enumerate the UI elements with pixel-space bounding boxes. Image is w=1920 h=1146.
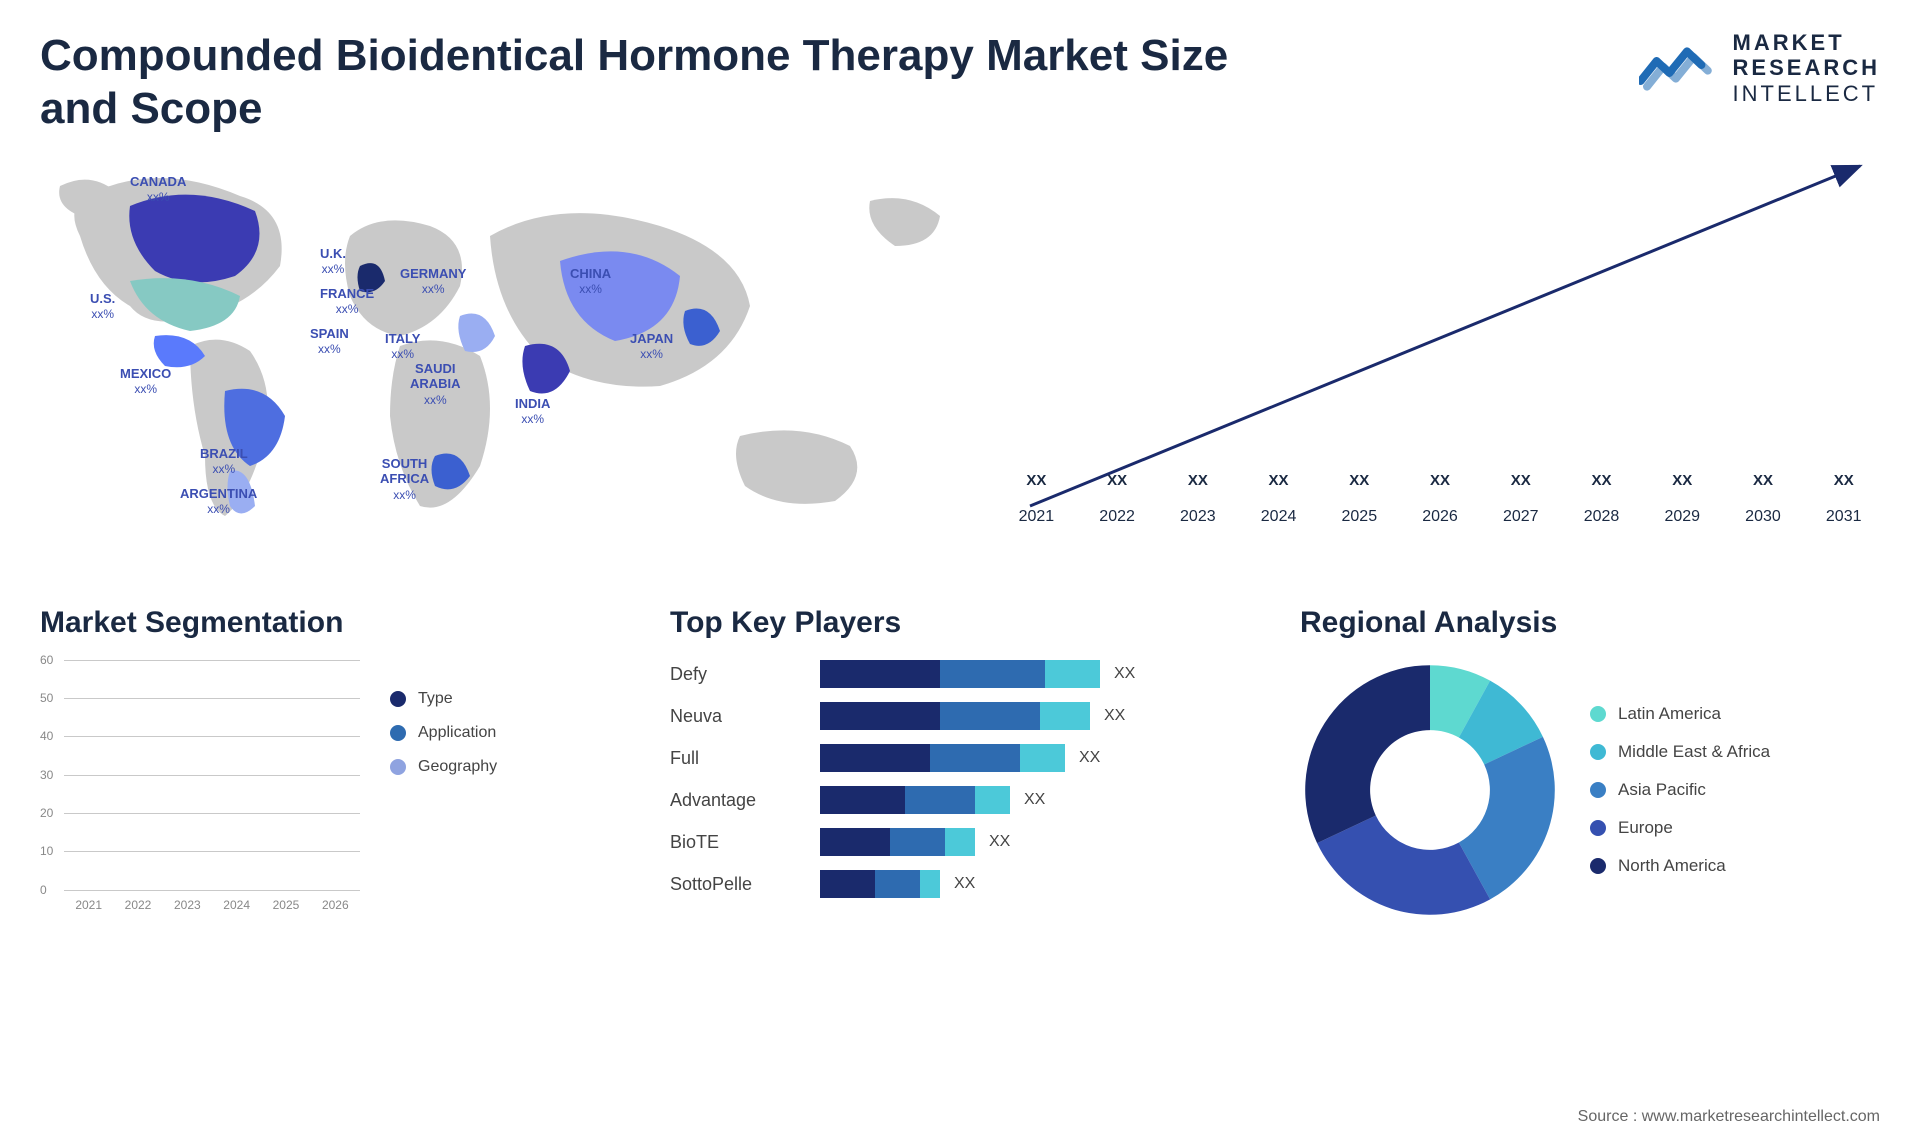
logo: MARKET RESEARCH INTELLECT [1639,30,1880,106]
main-bar-2024: XX2024 [1242,500,1315,526]
kp-labels: Defy Neuva Full Advantage BioTE SottoPelle [670,660,800,902]
segmentation-title: Market Segmentation [40,606,620,640]
logo-icon [1639,35,1719,100]
main-bar-2028: XX2028 [1565,500,1638,526]
kp-bars: XX XX XX XX XX XX [820,660,1250,902]
reg-legend-middle-east-africa: Middle East & Africa [1590,742,1770,762]
map-label-brazil: BRAZILxx% [200,446,248,477]
main-bar-2026: XX2026 [1404,500,1477,526]
main-bars: XX2021 XX2022 XX2023 XX2024 XX2025 XX2026 XX20… [1000,196,1880,526]
kp-bar-neuva: XX [820,702,1250,730]
world-map: CANADAxx% U.S.xx% MEXICOxx% BRAZILxx% ARGENT… [40,156,960,556]
kp-label-advantage: Advantage [670,790,800,818]
map-label-germany: GERMANYxx% [400,266,466,297]
seg-legend-application: Application [390,724,497,742]
segmentation-panel: Market Segmentation 0102030405060 202120… [40,606,620,920]
donut-slice-north-america [1305,665,1430,843]
map-svg [40,156,960,556]
logo-text: MARKET RESEARCH INTELLECT [1733,30,1880,106]
kp-label-neuva: Neuva [670,706,800,734]
source-attribution: Source : www.marketresearchintellect.com [1578,1108,1880,1126]
kp-bar-advantage: XX [820,786,1250,814]
seg-xlabels: 202120222023202420252026 [64,898,360,912]
segmentation-legend: Type Application Geography [390,660,497,920]
map-label-france: FRANCExx% [320,286,374,317]
reg-legend-north-america: North America [1590,856,1770,876]
main-bar-2023: XX2023 [1161,500,1234,526]
kp-bar-defy: XX [820,660,1250,688]
kp-bar-biote: XX [820,828,1250,856]
map-label-japan: JAPANxx% [630,331,673,362]
seg-legend-type: Type [390,690,497,708]
kp-label-sottopelle: SottoPelle [670,874,800,902]
header: Compounded Bioidentical Hormone Therapy … [40,30,1880,136]
main-bar-2030: XX2030 [1727,500,1800,526]
main-bar-2021: XX2021 [1000,500,1073,526]
map-label-south-africa: SOUTHAFRICAxx% [380,456,429,503]
kp-bar-full: XX [820,744,1250,772]
map-label-u-k-: U.K.xx% [320,246,346,277]
regional-legend: Latin America Middle East & Africa Asia Pa… [1590,704,1770,876]
map-label-india: INDIAxx% [515,396,550,427]
map-label-spain: SPAINxx% [310,326,349,357]
reg-legend-europe: Europe [1590,818,1770,838]
regional-panel: Regional Analysis Latin America Middle Ea… [1300,606,1880,920]
bottom-row: Market Segmentation 0102030405060 202120… [40,606,1880,920]
kp-label-defy: Defy [670,664,800,692]
map-label-canada: CANADAxx% [130,174,186,205]
regional-donut [1300,660,1560,920]
main-bar-2029: XX2029 [1646,500,1719,526]
map-label-mexico: MEXICOxx% [120,366,171,397]
seg-legend-geography: Geography [390,758,497,776]
reg-legend-latin-america: Latin America [1590,704,1770,724]
segmentation-chart: 0102030405060 202120222023202420252026 [40,660,360,920]
top-row: CANADAxx% U.S.xx% MEXICOxx% BRAZILxx% ARGENT… [40,156,1880,556]
keyplayers-title: Top Key Players [670,606,1250,640]
seg-bars [64,660,360,890]
reg-legend-asia-pacific: Asia Pacific [1590,780,1770,800]
map-label-u-s-: U.S.xx% [90,291,115,322]
regional-title: Regional Analysis [1300,606,1880,640]
kp-bar-sottopelle: XX [820,870,1250,898]
main-bar-2027: XX2027 [1484,500,1557,526]
kp-label-biote: BioTE [670,832,800,860]
map-label-argentina: ARGENTINAxx% [180,486,257,517]
map-label-china: CHINAxx% [570,266,611,297]
main-bar-chart: XX2021 XX2022 XX2023 XX2024 XX2025 XX2026 XX20… [1000,156,1880,556]
main-bar-2025: XX2025 [1323,500,1396,526]
main-bar-2031: XX2031 [1807,500,1880,526]
keyplayers-panel: Top Key Players Defy Neuva Full Advantage Bi… [670,606,1250,920]
page-title: Compounded Bioidentical Hormone Therapy … [40,30,1240,136]
kp-label-full: Full [670,748,800,776]
map-label-italy: ITALYxx% [385,331,420,362]
map-label-saudi-arabia: SAUDIARABIAxx% [410,361,461,408]
main-bar-2022: XX2022 [1081,500,1154,526]
